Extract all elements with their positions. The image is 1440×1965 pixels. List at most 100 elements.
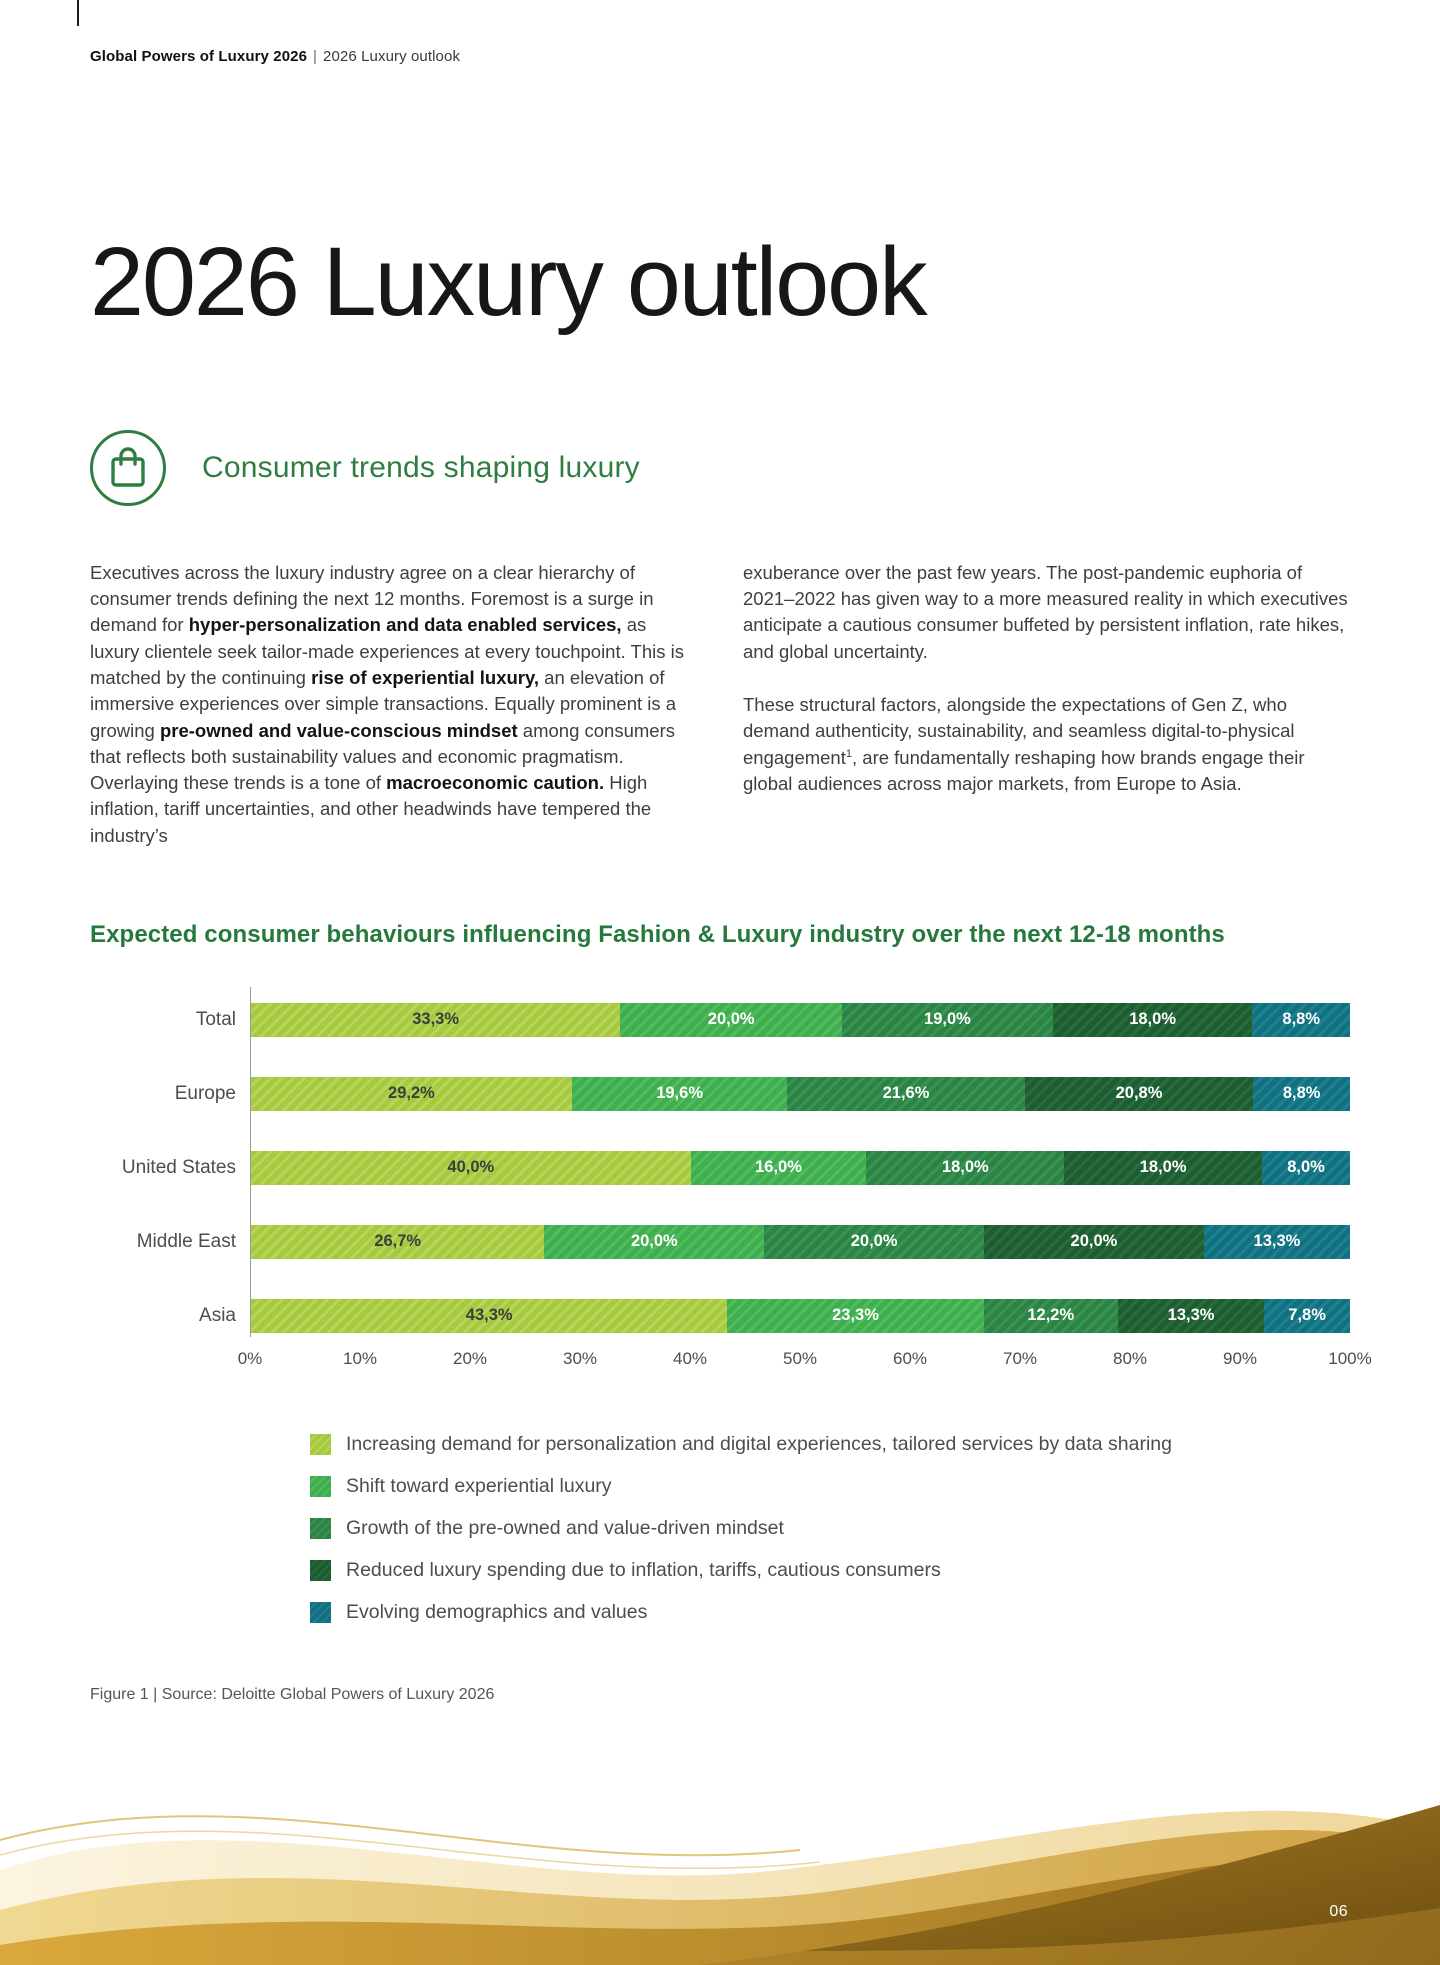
bar-value-label: 43,3% (465, 1306, 513, 1325)
legend-label: Increasing demand for personalization an… (346, 1432, 1172, 1455)
section-header: Consumer trends shaping luxury (90, 429, 1350, 506)
chart-category-label: Middle East (136, 1230, 236, 1252)
bar-value-label: 20,0% (707, 1010, 755, 1029)
section-heading: Consumer trends shaping luxury (202, 450, 640, 484)
bar-segment: 33,3% (251, 1002, 621, 1037)
bar-segment: 16,0% (690, 1150, 867, 1185)
paragraph: Executives across the luxury industry ag… (90, 561, 685, 846)
chart-row: Total 33,3% 20,0% 19,0% 18,0% 8,8% (196, 1002, 1350, 1037)
legend-swatch (310, 1559, 331, 1581)
stacked-bar-chart: Total 33,3% 20,0% 19,0% 18,0% 8,8% Europe 29,2%… (90, 986, 1372, 1624)
x-tick-label: 80% (1112, 1348, 1148, 1368)
x-tick-label: 50% (782, 1348, 818, 1368)
legend-swatch (310, 1433, 331, 1455)
bar-segment: 13,3% (1203, 1224, 1350, 1259)
chart-category-label: Asia (199, 1304, 236, 1326)
bar-value-label: 7,8% (1288, 1306, 1326, 1325)
bar-value-label: 13,3% (1253, 1232, 1301, 1251)
bar-value-label: 8,8% (1282, 1084, 1321, 1103)
breadcrumb: Global Powers of Luxury 2026 | 2026 Luxury… (90, 48, 1350, 65)
bar-value-label: 18,0% (941, 1158, 989, 1177)
chart-body: Total 33,3% 20,0% 19,0% 18,0% 8,8% Europe 29,2%… (90, 986, 1351, 1337)
legend-item: Evolving demographics and values (310, 1601, 1350, 1624)
x-tick-label: 100% (1328, 1348, 1372, 1368)
stacked-bar: 26,7% 20,0% 20,0% 20,0% 13,3% (251, 1224, 1350, 1259)
x-tick-label: 70% (1002, 1348, 1038, 1368)
legend-item: Growth of the pre-owned and value-driven… (310, 1517, 1350, 1540)
bar-segment: 8,0% (1262, 1150, 1350, 1185)
legend-item: Increasing demand for personalization an… (310, 1433, 1350, 1456)
x-tick-label: 10% (342, 1348, 378, 1368)
stacked-bar: 29,2% 19,6% 21,6% 20,8% 8,8% (251, 1076, 1351, 1111)
bar-segment: 19,0% (842, 1002, 1053, 1037)
bar-segment: 20,8% (1024, 1076, 1254, 1111)
bar-segment: 18,0% (1064, 1150, 1263, 1185)
bar-value-label: 23,3% (832, 1306, 879, 1325)
chart-row: United States 40,0% 16,0% 18,0% 18,0% 8,0% (122, 1150, 1350, 1185)
bar-segment: 20,0% (620, 1002, 843, 1037)
bar-segment: 21,6% (787, 1076, 1025, 1111)
chart-category-label: Total (195, 1008, 236, 1030)
legend-swatch (310, 1475, 331, 1497)
legend-label: Shift toward experiential luxury (346, 1474, 612, 1497)
shopping-bag-icon (90, 429, 166, 506)
body-column-right: exuberance over the past few years. The … (743, 560, 1350, 849)
bar-segment: 18,0% (1052, 1002, 1253, 1037)
shopping-bag-glyph (111, 447, 145, 487)
paragraph: These structural factors, alongside the … (743, 694, 1305, 794)
bar-value-label: 29,2% (388, 1084, 435, 1103)
bar-segment: 18,0% (866, 1150, 1065, 1185)
crop-mark (77, 0, 79, 26)
chart-plot-wrap: Total 33,3% 20,0% 19,0% 18,0% 8,8% Europe 29,2%… (122, 986, 1351, 1337)
bar-value-label: 20,0% (1070, 1232, 1118, 1251)
figure-caption: Figure 1 | Source: Deloitte Global Power… (90, 1685, 495, 1703)
bar-segment: 26,7% (251, 1224, 545, 1259)
page-content: Global Powers of Luxury 2026 | 2026 Luxury… (90, 48, 1372, 1703)
bar-value-label: 21,6% (882, 1084, 930, 1103)
bar-segment: 40,0% (251, 1150, 691, 1185)
chart-title: Expected consumer behaviours influencing… (90, 920, 1225, 948)
bar-segment: 12,2% (983, 1298, 1118, 1333)
bar-segment: 8,8% (1253, 1076, 1351, 1111)
bar-segment: 13,3% (1117, 1298, 1265, 1333)
legend-label: Growth of the pre-owned and value-driven… (346, 1516, 784, 1539)
legend-item: Shift toward experiential luxury (310, 1475, 1350, 1498)
bar-value-label: 40,0% (447, 1158, 495, 1177)
paragraph: exuberance over the past few years. The … (743, 561, 1348, 662)
bar-value-label: 33,3% (412, 1010, 460, 1029)
page-title: 2026 Luxury outlook (90, 227, 928, 336)
bar-value-label: 19,0% (924, 1010, 971, 1029)
x-tick-label: 90% (1222, 1348, 1258, 1368)
stacked-bar: 40,0% 16,0% 18,0% 18,0% 8,0% (251, 1150, 1350, 1185)
x-tick-label: 40% (672, 1348, 708, 1368)
chart-row: Asia 43,3% 23,3% 12,2% 13,3% 7,8% (199, 1298, 1351, 1333)
bar-segment: 20,0% (764, 1224, 985, 1259)
bar-segment: 19,6% (571, 1076, 788, 1111)
bar-value-label: 13,3% (1167, 1306, 1215, 1325)
chart-category-label: United States (121, 1156, 236, 1178)
chart-rows: Total 33,3% 20,0% 19,0% 18,0% 8,8% Europe 29,2%… (122, 986, 1351, 1337)
bar-value-label: 12,2% (1027, 1306, 1075, 1325)
legend-swatch (310, 1517, 331, 1539)
legend-label: Reduced luxury spending due to inflation… (346, 1558, 941, 1581)
legend-item: Reduced luxury spending due to inflation… (310, 1559, 1350, 1582)
bar-segment: 7,8% (1264, 1298, 1351, 1333)
bar-value-label: 20,8% (1115, 1084, 1163, 1103)
x-tick-label: 60% (892, 1348, 928, 1368)
x-axis: 0% 10% 20% 30% 40% 50% 60% 70% 80% 90% 100% (238, 1348, 1372, 1375)
body-columns: Executives across the luxury industry ag… (90, 560, 1350, 849)
stacked-bar: 33,3% 20,0% 19,0% 18,0% 8,8% (251, 1002, 1350, 1037)
bar-value-label: 18,0% (1129, 1010, 1176, 1029)
chart-category-label: Europe (174, 1082, 236, 1104)
bar-value-label: 26,7% (374, 1232, 422, 1251)
body-column-left: Executives across the luxury industry ag… (90, 560, 697, 849)
x-tick-label: 30% (562, 1348, 598, 1368)
bar-value-label: 19,6% (656, 1084, 703, 1103)
legend-swatch (310, 1601, 331, 1623)
chart-legend: Increasing demand for personalization an… (310, 1433, 1350, 1624)
bar-segment: 8,8% (1252, 1002, 1350, 1037)
page-number: 06 (1329, 1903, 1348, 1920)
legend-label: Evolving demographics and values (346, 1600, 648, 1623)
breadcrumb-section: 2026 Luxury outlook (323, 48, 461, 65)
